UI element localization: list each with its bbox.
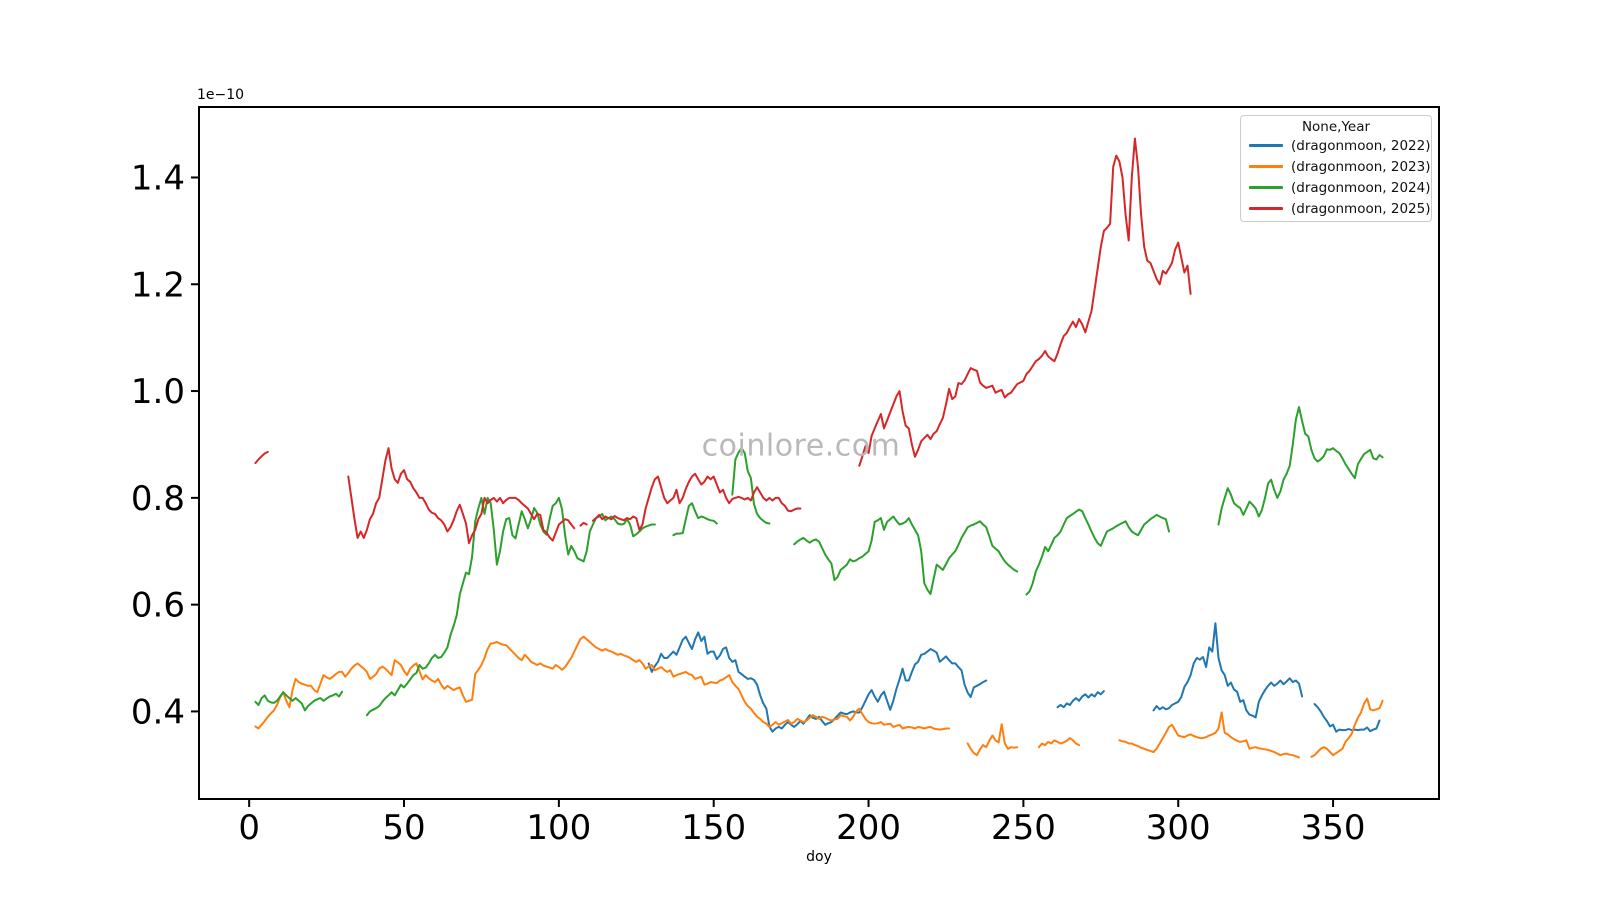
series-line-2025 xyxy=(579,521,588,527)
legend-line-swatch xyxy=(1249,165,1283,168)
legend-item: (dragonmoon, 2022) xyxy=(1241,135,1431,156)
series-line-2022 xyxy=(1152,622,1304,719)
legend-item-label: (dragonmoon, 2025) xyxy=(1291,200,1431,217)
series-line-2022 xyxy=(1056,690,1105,709)
y-tick-label: 0.4 xyxy=(131,692,185,732)
legend: None,Year (dragonmoon, 2022) (dragonmoon,… xyxy=(1240,115,1432,222)
axes-layer: 0 50 100 150 200 250 300 350 0.4 0.6 0.8 1.0 1.2 1.4 xyxy=(131,106,1440,848)
legend-item-label: (dragonmoon, 2024) xyxy=(1291,179,1431,196)
series-line-2024 xyxy=(1025,508,1170,596)
legend-line-swatch xyxy=(1249,144,1283,147)
series-line-2023 xyxy=(966,723,1019,757)
legend-item: (dragonmoon, 2025) xyxy=(1241,198,1431,219)
series-line-2022 xyxy=(1313,703,1381,733)
watermark: coinlore.com xyxy=(701,428,901,464)
legend-item: (dragonmoon, 2023) xyxy=(1241,156,1431,177)
series-line-2024 xyxy=(365,496,656,717)
series-line-2023 xyxy=(254,635,951,731)
legend-item-label: (dragonmoon, 2023) xyxy=(1291,158,1431,175)
legend-items: (dragonmoon, 2022) (dragonmoon, 2023) (dra… xyxy=(1241,135,1431,219)
y-tick-label: 0.6 xyxy=(131,586,185,626)
series-line-2023 xyxy=(1118,711,1300,759)
y-tick-label: 0.8 xyxy=(131,479,185,519)
series-line-2023 xyxy=(1037,737,1081,749)
series-line-2024 xyxy=(793,515,1019,595)
x-tick-label: 0 xyxy=(238,808,260,848)
x-tick-label: 300 xyxy=(1146,808,1211,848)
y-axis-offset-text: 1e−10 xyxy=(197,87,244,103)
y-tick-label: 1.2 xyxy=(131,265,185,305)
series-line-2024 xyxy=(672,502,718,537)
legend-item-label: (dragonmoon, 2022) xyxy=(1291,137,1431,154)
legend-item: (dragonmoon, 2024) xyxy=(1241,177,1431,198)
x-tick-label: 100 xyxy=(526,808,591,848)
y-tick-label: 1.0 xyxy=(131,372,185,412)
series-line-2025 xyxy=(254,450,269,465)
legend-line-swatch xyxy=(1249,207,1283,210)
x-tick-label: 50 xyxy=(382,808,425,848)
x-tick-label: 200 xyxy=(836,808,901,848)
legend-title: None,Year xyxy=(1301,119,1371,135)
x-tick-label: 150 xyxy=(681,808,746,848)
series-line-2024 xyxy=(254,690,344,712)
series-line-2025 xyxy=(858,137,1192,467)
series-line-2025 xyxy=(347,447,576,545)
series-line-2023 xyxy=(1310,697,1384,758)
legend-line-swatch xyxy=(1249,186,1283,189)
y-tick-label: 1.4 xyxy=(131,158,185,198)
x-tick-label: 250 xyxy=(991,808,1056,848)
series-line-2025 xyxy=(591,472,802,531)
series-line-2024 xyxy=(1217,406,1384,526)
series-line-2024 xyxy=(731,447,771,525)
series-layer xyxy=(254,137,1384,759)
x-tick-label: 350 xyxy=(1301,808,1366,848)
axes-box xyxy=(198,106,1440,800)
x-axis-label: doy xyxy=(806,849,832,865)
